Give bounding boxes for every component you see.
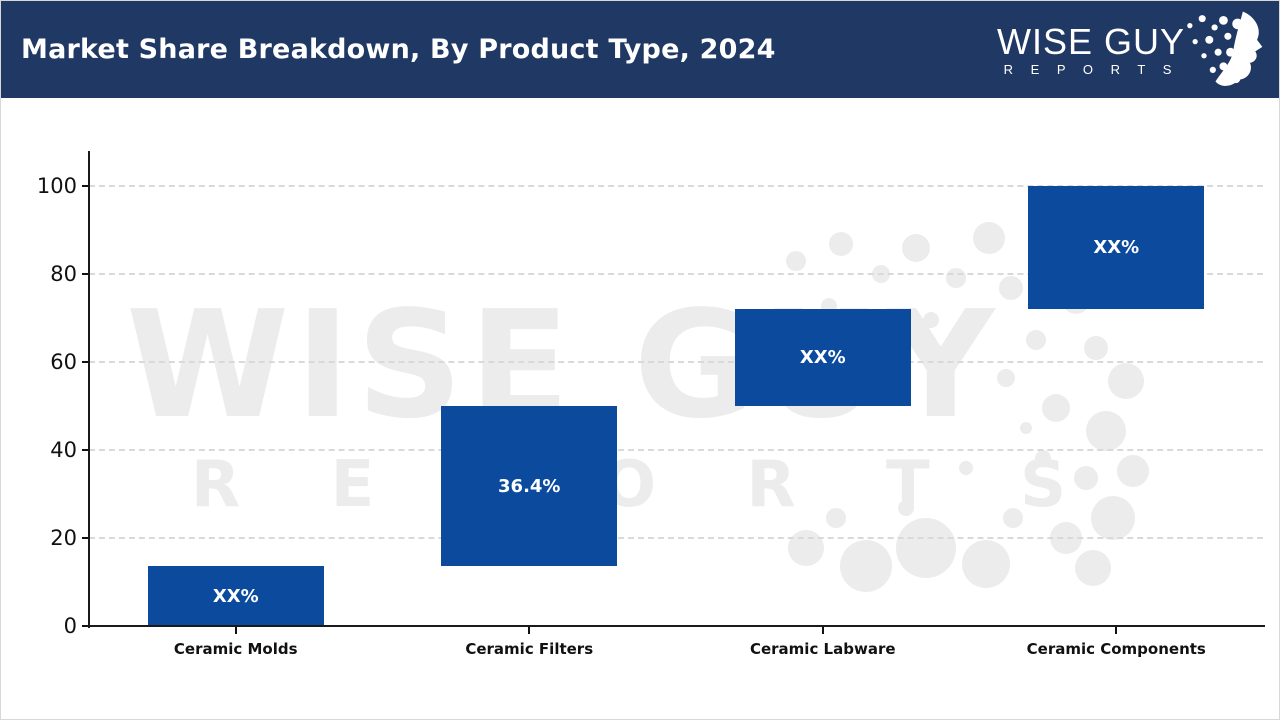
- gridline-100: [89, 185, 1263, 188]
- page-title: Market Share Breakdown, By Product Type,…: [21, 34, 776, 65]
- bar-1: 36.4%: [441, 406, 618, 567]
- y-tick-label: 80: [50, 262, 77, 287]
- logo-name: WISE GUY: [996, 20, 1185, 62]
- category-label: Ceramic Filters: [465, 640, 594, 658]
- brand-logo: WISE GUY R E P O R T S: [997, 6, 1265, 94]
- page-header: Market Share Breakdown, By Product Type,…: [1, 1, 1279, 98]
- x-tick: [1115, 627, 1118, 634]
- y-tick: [82, 537, 89, 540]
- gridline-60: [89, 361, 1263, 364]
- x-tick: [821, 627, 824, 634]
- bar-value-label: XX%: [1093, 237, 1140, 259]
- x-axis-line: [87, 625, 1265, 627]
- y-tick-label: 0: [63, 614, 77, 638]
- y-axis-line: [88, 151, 90, 628]
- y-tick-label: 100: [36, 174, 77, 199]
- category-label: Ceramic Components: [1026, 640, 1206, 658]
- x-tick: [528, 627, 531, 634]
- y-tick: [82, 185, 89, 188]
- watermark-text-2: R E P O R T S: [191, 448, 1101, 522]
- bar-value-label: XX%: [212, 585, 259, 607]
- gridline-80: [89, 273, 1263, 276]
- y-tick-label: 60: [50, 350, 77, 375]
- y-tick-label: 20: [50, 526, 77, 551]
- gridline-40: [89, 449, 1263, 452]
- y-tick: [82, 449, 89, 452]
- bar-value-label: XX%: [799, 347, 846, 369]
- logo-tagline: R E P O R T S: [1003, 61, 1179, 77]
- category-label: Ceramic Molds: [173, 640, 298, 658]
- y-tick: [82, 625, 89, 627]
- bar-3: XX%: [1028, 186, 1205, 310]
- brand-text: WISE GUY R E P O R T S: [996, 20, 1185, 77]
- bar-0: XX%: [147, 566, 324, 626]
- bar-value-label: 36.4%: [498, 475, 561, 497]
- category-label: Ceramic Labware: [749, 640, 896, 658]
- gridline-20: [89, 537, 1263, 540]
- y-tick: [82, 273, 89, 276]
- y-tick-label: 40: [50, 438, 77, 463]
- y-tick: [82, 361, 89, 364]
- x-tick: [234, 627, 237, 634]
- logo-head-icon: [1187, 11, 1263, 86]
- bar-2: XX%: [734, 309, 911, 407]
